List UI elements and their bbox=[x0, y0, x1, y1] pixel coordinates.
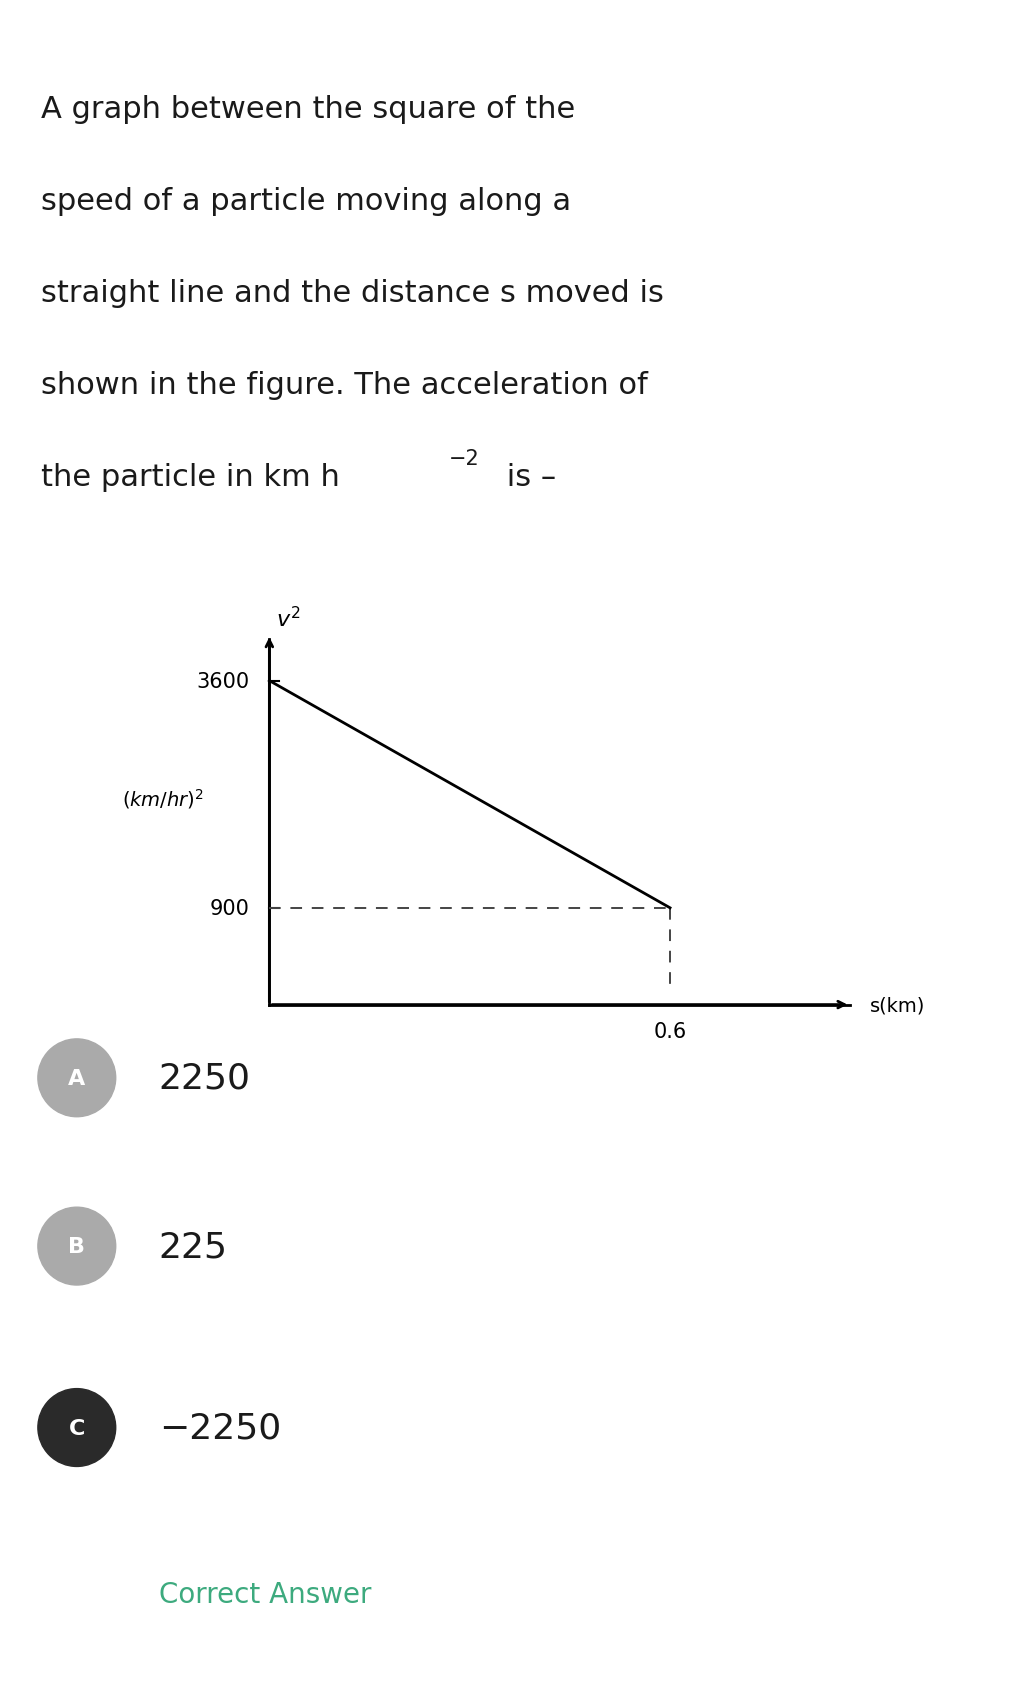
Text: 225: 225 bbox=[159, 1230, 227, 1263]
Text: s(km): s(km) bbox=[870, 996, 926, 1014]
Ellipse shape bbox=[38, 1039, 116, 1117]
Text: C: C bbox=[69, 1418, 85, 1438]
Text: 900: 900 bbox=[210, 898, 249, 918]
Text: $(km/hr)^2$: $(km/hr)^2$ bbox=[123, 787, 205, 811]
Text: A: A bbox=[69, 1068, 85, 1088]
Text: speed of a particle moving along a: speed of a particle moving along a bbox=[41, 187, 571, 215]
Text: B: B bbox=[69, 1236, 85, 1256]
Text: −2: −2 bbox=[449, 449, 479, 469]
Text: 0.6: 0.6 bbox=[653, 1021, 687, 1041]
Text: Correct Answer: Correct Answer bbox=[159, 1579, 372, 1608]
Text: 3600: 3600 bbox=[197, 671, 249, 691]
Text: straight line and the distance s moved is: straight line and the distance s moved i… bbox=[41, 279, 664, 308]
Text: A graph between the square of the: A graph between the square of the bbox=[41, 94, 575, 123]
Text: is –: is – bbox=[497, 463, 556, 493]
Ellipse shape bbox=[38, 1389, 116, 1467]
Text: the particle in km h: the particle in km h bbox=[41, 463, 340, 493]
Text: 2250: 2250 bbox=[159, 1061, 251, 1095]
Ellipse shape bbox=[38, 1208, 116, 1285]
Text: $v^2$: $v^2$ bbox=[276, 606, 300, 631]
Text: shown in the figure. The acceleration of: shown in the figure. The acceleration of bbox=[41, 372, 648, 400]
Text: −2250: −2250 bbox=[159, 1411, 281, 1445]
